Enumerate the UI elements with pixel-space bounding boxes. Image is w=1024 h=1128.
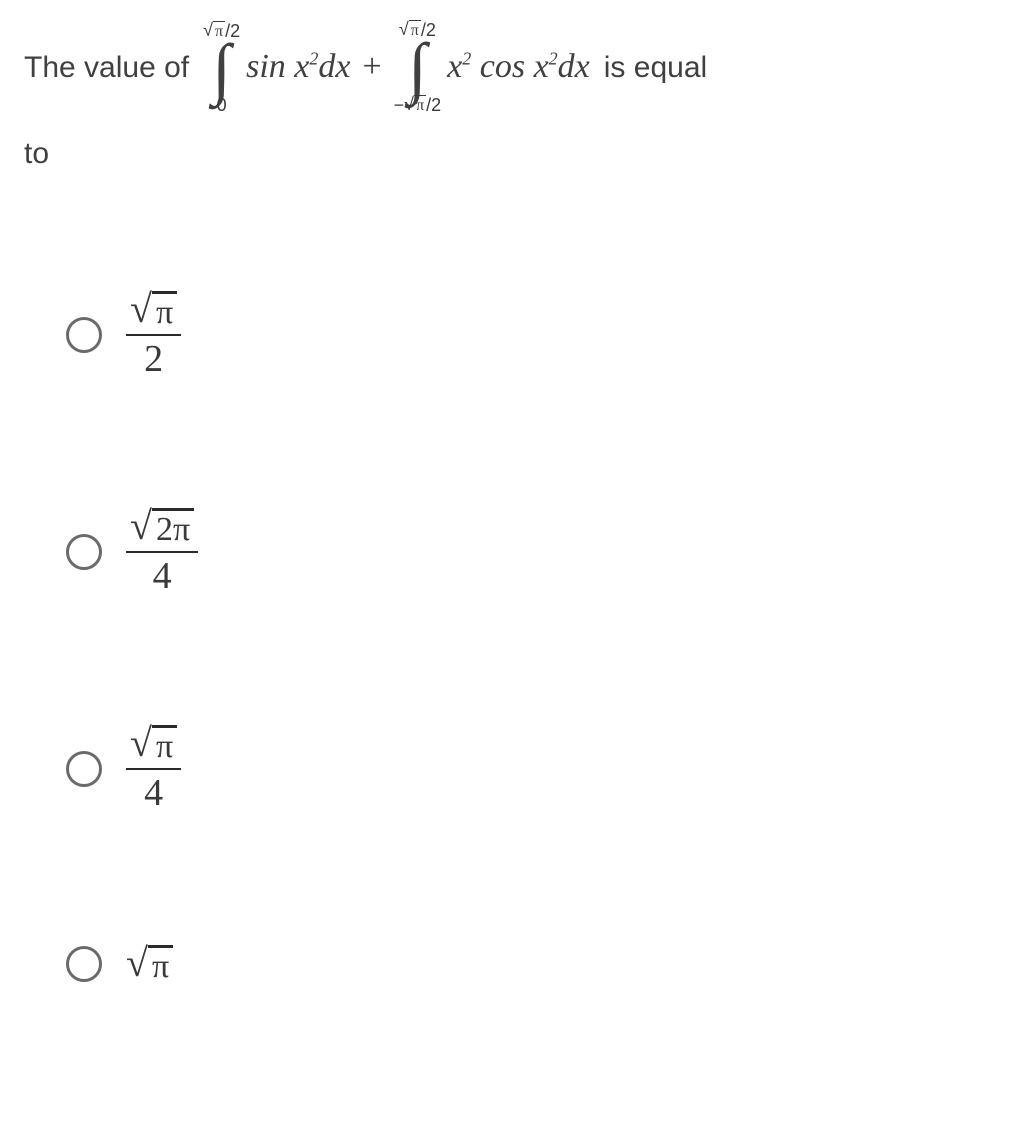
- radio-icon[interactable]: [66, 946, 102, 982]
- option-c-radicand: π: [152, 725, 177, 764]
- option-b-radicand: 2π: [152, 508, 194, 547]
- integral-2-lower-radicand: π: [414, 95, 426, 115]
- integral-1-integrand: sin x2dx: [246, 47, 350, 88]
- integral-2-lower: −√π/2: [394, 95, 442, 115]
- option-c-den: 4: [140, 770, 167, 812]
- integral-2: √π/2 ∫ −√π/2 x2 cos x2dx: [394, 20, 590, 115]
- integral-1-symbol: √π/2 ∫ 0: [203, 21, 240, 114]
- option-b-value: √2π 4: [126, 508, 198, 595]
- radio-icon[interactable]: [66, 751, 102, 787]
- option-a-radicand: π: [152, 291, 177, 330]
- integral-2-integrand: x2 cos x2dx: [447, 47, 590, 88]
- integral-1-lower: 0: [217, 96, 227, 114]
- option-d[interactable]: √π: [66, 942, 1000, 986]
- integral-2-lower-after: /2: [426, 96, 441, 114]
- option-a[interactable]: √π 2: [66, 291, 1000, 378]
- radio-icon[interactable]: [66, 534, 102, 570]
- option-b-den: 4: [149, 553, 176, 595]
- question-continuation: to: [24, 137, 1000, 171]
- options-list: √π 2 √2π 4 √π 4: [24, 291, 1000, 986]
- page: The value of √π/2 ∫ 0 sin x2dx + √π/2: [0, 0, 1024, 1006]
- question-suffix: is equal: [604, 50, 707, 86]
- integral-2-symbol: √π/2 ∫ −√π/2: [394, 20, 442, 115]
- option-a-den: 2: [140, 336, 167, 378]
- option-b[interactable]: √2π 4: [66, 508, 1000, 595]
- question-prefix: The value of: [24, 50, 189, 86]
- question-stem: The value of √π/2 ∫ 0 sin x2dx + √π/2: [24, 20, 1000, 115]
- integral-1: √π/2 ∫ 0 sin x2dx: [203, 21, 350, 114]
- option-d-radicand: π: [148, 945, 173, 984]
- option-c[interactable]: √π 4: [66, 725, 1000, 812]
- option-d-value: √π: [126, 942, 173, 986]
- option-c-value: √π 4: [126, 725, 181, 812]
- integral-2-lower-prefix: −: [394, 96, 405, 114]
- option-a-value: √π 2: [126, 291, 181, 378]
- radio-icon[interactable]: [66, 317, 102, 353]
- plus-operator: +: [362, 47, 381, 88]
